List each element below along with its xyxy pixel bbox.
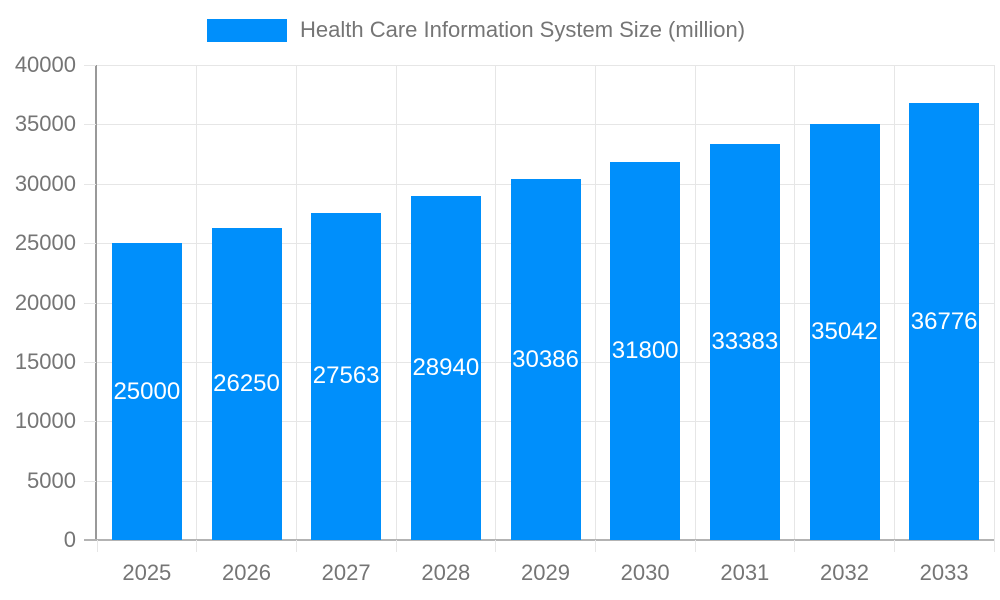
x-axis-label: 2026 bbox=[222, 560, 271, 585]
bar[interactable]: 28940 bbox=[410, 196, 481, 540]
bar[interactable]: 26250 bbox=[211, 228, 282, 540]
x-axis-label: 2031 bbox=[720, 560, 770, 585]
y-axis-label: 5000 bbox=[27, 467, 76, 493]
y-axis-label: 0 bbox=[63, 527, 76, 552]
x-gridline bbox=[993, 65, 995, 540]
x-axis-label: 2027 bbox=[321, 560, 371, 585]
bar[interactable]: 33383 bbox=[709, 143, 780, 540]
bar-value-label: 31800 bbox=[611, 337, 679, 365]
y-gridline bbox=[97, 65, 994, 66]
y-axis-label: 10000 bbox=[14, 408, 76, 434]
bar[interactable]: 31800 bbox=[610, 162, 681, 540]
y-axis-tick bbox=[84, 540, 96, 541]
bar[interactable]: 36776 bbox=[909, 103, 980, 540]
x-axis-label: 2025 bbox=[122, 560, 172, 585]
bar[interactable]: 35042 bbox=[809, 123, 880, 540]
y-gridline bbox=[97, 124, 994, 126]
x-axis-label: 2029 bbox=[521, 560, 570, 585]
y-axis-label: 40000 bbox=[14, 52, 76, 77]
x-gridline bbox=[196, 65, 198, 540]
x-gridline bbox=[395, 65, 397, 540]
bar-value-label: 36776 bbox=[910, 307, 978, 335]
x-gridline bbox=[594, 65, 596, 540]
x-axis-label: 2033 bbox=[919, 560, 969, 585]
bar[interactable]: 30386 bbox=[510, 179, 581, 540]
legend-label: Health Care Information System Size (mil… bbox=[300, 17, 746, 42]
y-axis-label: 20000 bbox=[14, 289, 76, 315]
y-axis-label: 30000 bbox=[14, 170, 76, 196]
x-axis-label: 2028 bbox=[421, 560, 471, 585]
y-axis-tick bbox=[84, 65, 96, 66]
x-axis-tick bbox=[495, 540, 497, 552]
y-axis-tick bbox=[84, 184, 96, 185]
bar-value-label: 33383 bbox=[711, 327, 779, 355]
legend-swatch bbox=[207, 18, 287, 42]
x-axis-tick bbox=[794, 540, 796, 552]
x-gridline bbox=[495, 65, 497, 540]
bar-value-label: 35042 bbox=[811, 317, 878, 345]
legend-item[interactable]: Health Care Information System Size (mil… bbox=[207, 17, 745, 43]
x-axis-tick bbox=[96, 540, 98, 552]
x-gridline bbox=[893, 65, 895, 540]
x-axis-tick bbox=[196, 540, 198, 552]
x-gridline bbox=[794, 65, 796, 540]
y-axis-tick bbox=[84, 362, 96, 363]
x-axis-label: 2030 bbox=[620, 560, 670, 585]
bar-value-label: 27563 bbox=[312, 362, 380, 390]
bar-value-label: 26250 bbox=[213, 370, 280, 398]
x-axis-tick bbox=[694, 540, 696, 552]
x-gridline bbox=[295, 65, 297, 540]
y-axis-tick bbox=[84, 243, 96, 244]
y-axis-tick bbox=[84, 303, 96, 304]
x-axis-tick bbox=[594, 540, 596, 552]
y-axis-tick bbox=[84, 421, 96, 422]
y-axis-line bbox=[95, 65, 97, 540]
bar[interactable]: 27563 bbox=[311, 212, 382, 540]
bar-value-label: 25000 bbox=[113, 377, 181, 405]
x-axis-label: 2032 bbox=[820, 560, 869, 585]
x-axis-tick bbox=[993, 540, 995, 552]
bar[interactable]: 25000 bbox=[111, 243, 182, 540]
y-axis-label: 15000 bbox=[14, 348, 76, 374]
x-axis-tick bbox=[893, 540, 895, 552]
x-axis-tick bbox=[295, 540, 297, 552]
y-axis-tick bbox=[84, 124, 96, 125]
y-axis-label: 25000 bbox=[14, 230, 76, 256]
x-axis-baseline bbox=[84, 539, 994, 541]
x-gridline bbox=[694, 65, 696, 540]
bar-value-label: 28940 bbox=[412, 354, 480, 382]
bar-value-label: 30386 bbox=[512, 345, 579, 373]
x-axis-tick bbox=[395, 540, 397, 552]
y-axis-tick bbox=[84, 481, 96, 482]
y-axis-label: 35000 bbox=[14, 111, 76, 137]
